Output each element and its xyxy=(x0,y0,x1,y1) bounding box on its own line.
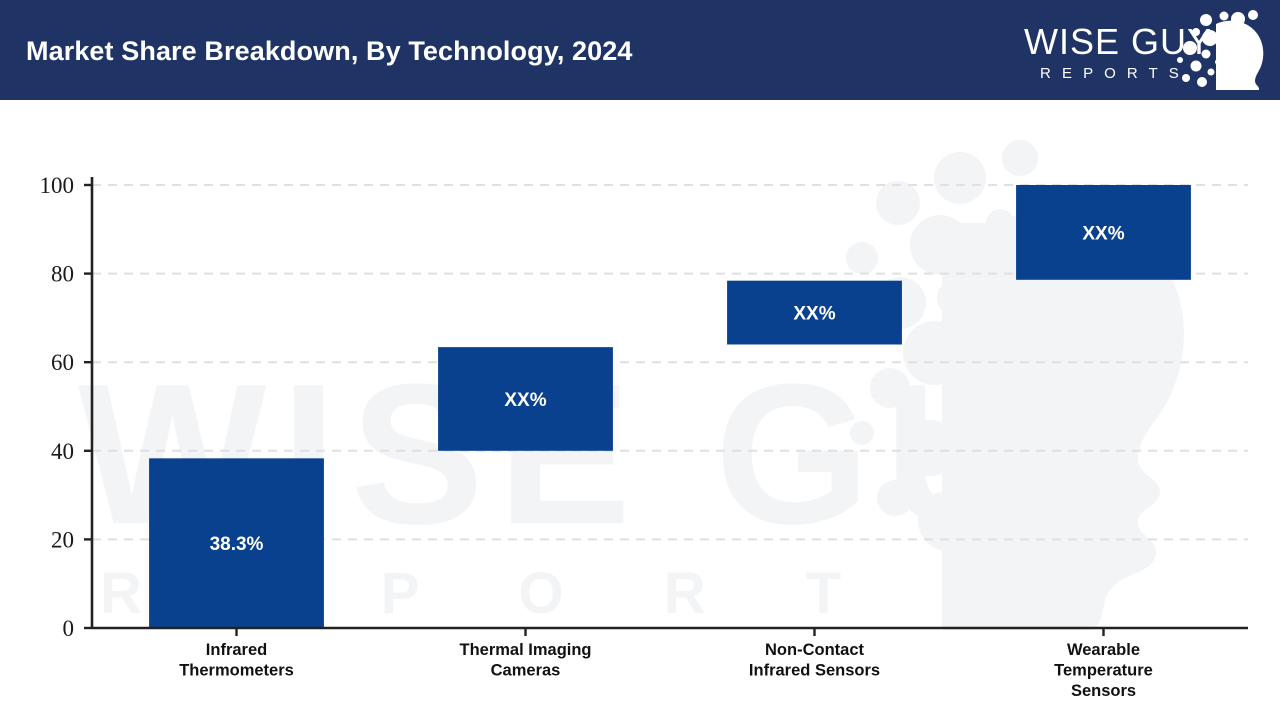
axes xyxy=(90,177,1248,630)
y-axis-ticks: 0 20 40 60 80 100 xyxy=(40,173,92,641)
chart-container: WISE GUY R E P O R T S xyxy=(0,103,1280,720)
logo-subtext: R E P O R T S xyxy=(1040,65,1182,82)
wiseguy-logo: WISE GUY R E P O R T S xyxy=(1020,10,1272,117)
page-title: Market Share Breakdown, By Technology, 2… xyxy=(26,36,633,66)
logo-svg: WISE GUY R E P O R T S xyxy=(1024,10,1264,117)
y-tick-label: 80 xyxy=(51,262,74,287)
logo-wordmark: WISE GUY xyxy=(1024,21,1212,62)
page-header: Market Share Breakdown, By Technology, 2… xyxy=(0,0,1280,117)
y-tick-label: 100 xyxy=(40,173,75,198)
bar-value-label: XX% xyxy=(504,390,546,411)
y-tick-label: 60 xyxy=(51,350,74,375)
bar[interactable] xyxy=(438,347,613,451)
bar[interactable] xyxy=(149,458,324,628)
bar-value-label: XX% xyxy=(1082,223,1124,244)
bar-value-label: 38.3% xyxy=(210,534,264,555)
bar[interactable] xyxy=(1016,185,1191,280)
x-tick-label: Wearable Temperature Sensors xyxy=(1054,641,1153,700)
x-axis-ticks: Infrared Thermometers Thermal Imaging Camer… xyxy=(179,628,1153,700)
bar-value-labels: 38.3% XX% XX% XX% xyxy=(210,223,1125,555)
y-tick-label: 0 xyxy=(63,616,75,641)
plot-svg: 0 20 40 60 80 100 Infrared Thermometers Thermal… xyxy=(40,173,1248,700)
bar[interactable] xyxy=(727,280,902,345)
bar-value-label: XX% xyxy=(793,304,835,325)
x-tick-label: Infrared Thermometers xyxy=(179,641,294,680)
y-tick-label: 40 xyxy=(51,439,74,464)
bar-series xyxy=(149,185,1191,628)
header-divider xyxy=(0,100,1280,103)
y-tick-label: 20 xyxy=(51,527,74,552)
x-tick-label: Non-Contact Infrared Sensors xyxy=(749,641,880,680)
x-tick-label: Thermal Imaging Cameras xyxy=(459,641,591,680)
